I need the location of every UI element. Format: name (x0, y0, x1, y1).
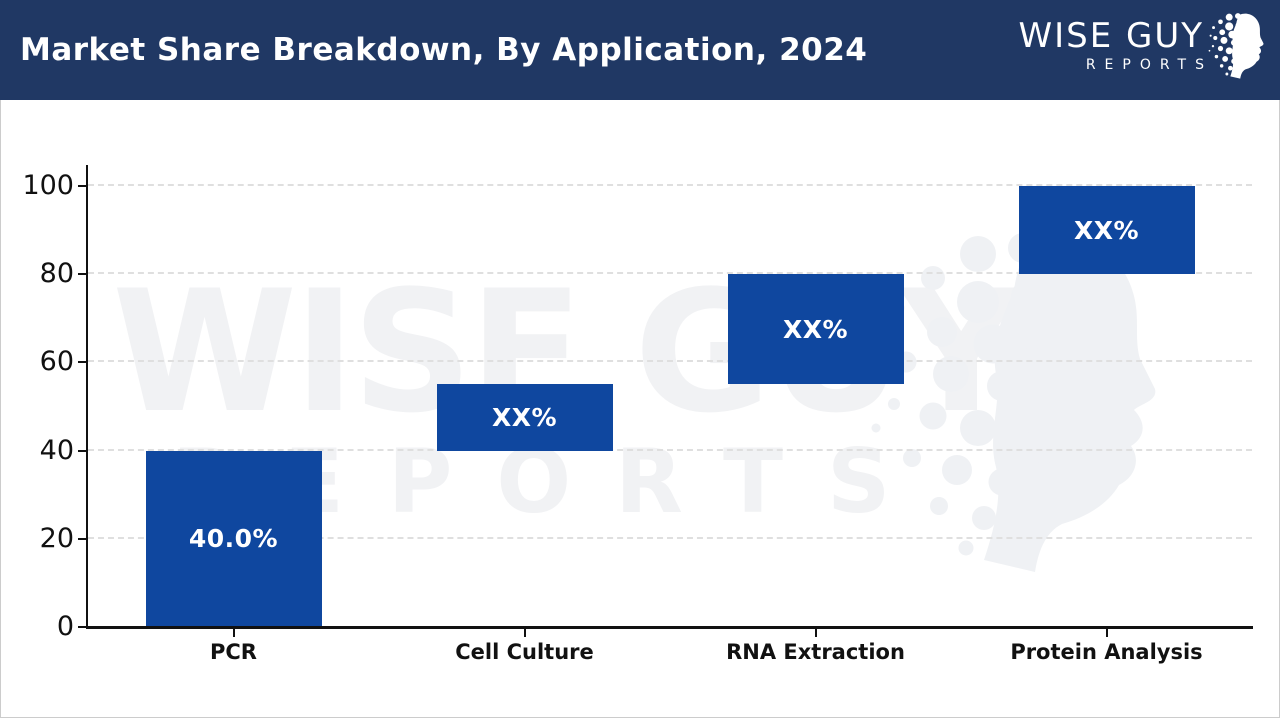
x-tick (523, 629, 526, 637)
gridline (88, 272, 1252, 275)
y-tick-label: 40 (39, 434, 74, 466)
page-title: Market Share Breakdown, By Application, … (20, 32, 868, 68)
y-tick-label: 100 (22, 170, 74, 201)
brand-logo: WISE GUY REPORTS (1018, 10, 1264, 80)
logo-wordmark: WISE GUY (1018, 15, 1204, 56)
bar-rna-extraction: XX% (727, 274, 904, 385)
logo-head-icon (1208, 13, 1264, 79)
bar-value-label: XX% (491, 403, 558, 433)
x-tick (1105, 629, 1108, 637)
y-tick (78, 185, 86, 187)
header: Market Share Breakdown, By Application, … (0, 0, 1280, 100)
logo-subtext: REPORTS (1085, 56, 1213, 73)
gridline (88, 536, 1252, 539)
y-tick-label: 80 (39, 258, 74, 290)
x-tick-label: Cell Culture (455, 640, 594, 664)
gridline (88, 360, 1252, 363)
x-tick-label: RNA Extraction (726, 640, 905, 664)
x-tick-label: Protein Analysis (1010, 640, 1203, 664)
y-axis-spine (86, 165, 88, 629)
y-tick (78, 449, 86, 452)
y-tick (78, 361, 86, 364)
x-tick (232, 629, 235, 637)
y-tick-label: 20 (39, 522, 74, 554)
y-tick-label: 60 (39, 346, 74, 378)
gridline (88, 184, 1252, 186)
bar-value-label: XX% (782, 314, 849, 344)
y-tick (78, 273, 86, 276)
bar-value-label: 40.0% (188, 524, 279, 554)
bar-protein-analysis: XX% (1018, 186, 1195, 275)
x-tick-label: PCR (210, 640, 257, 664)
plot-area: 40.0% XX% XX% XX% (88, 168, 1252, 627)
bar-cell-culture: XX% (436, 384, 613, 451)
x-axis-spine (86, 626, 1253, 629)
gridline (88, 448, 1252, 451)
y-tick-label: 0 (56, 611, 74, 642)
y-tick (78, 537, 86, 540)
x-tick (814, 629, 817, 637)
y-tick (78, 626, 86, 628)
bar-value-label: XX% (1073, 215, 1140, 245)
bar-pcr: 40.0% (145, 450, 322, 627)
